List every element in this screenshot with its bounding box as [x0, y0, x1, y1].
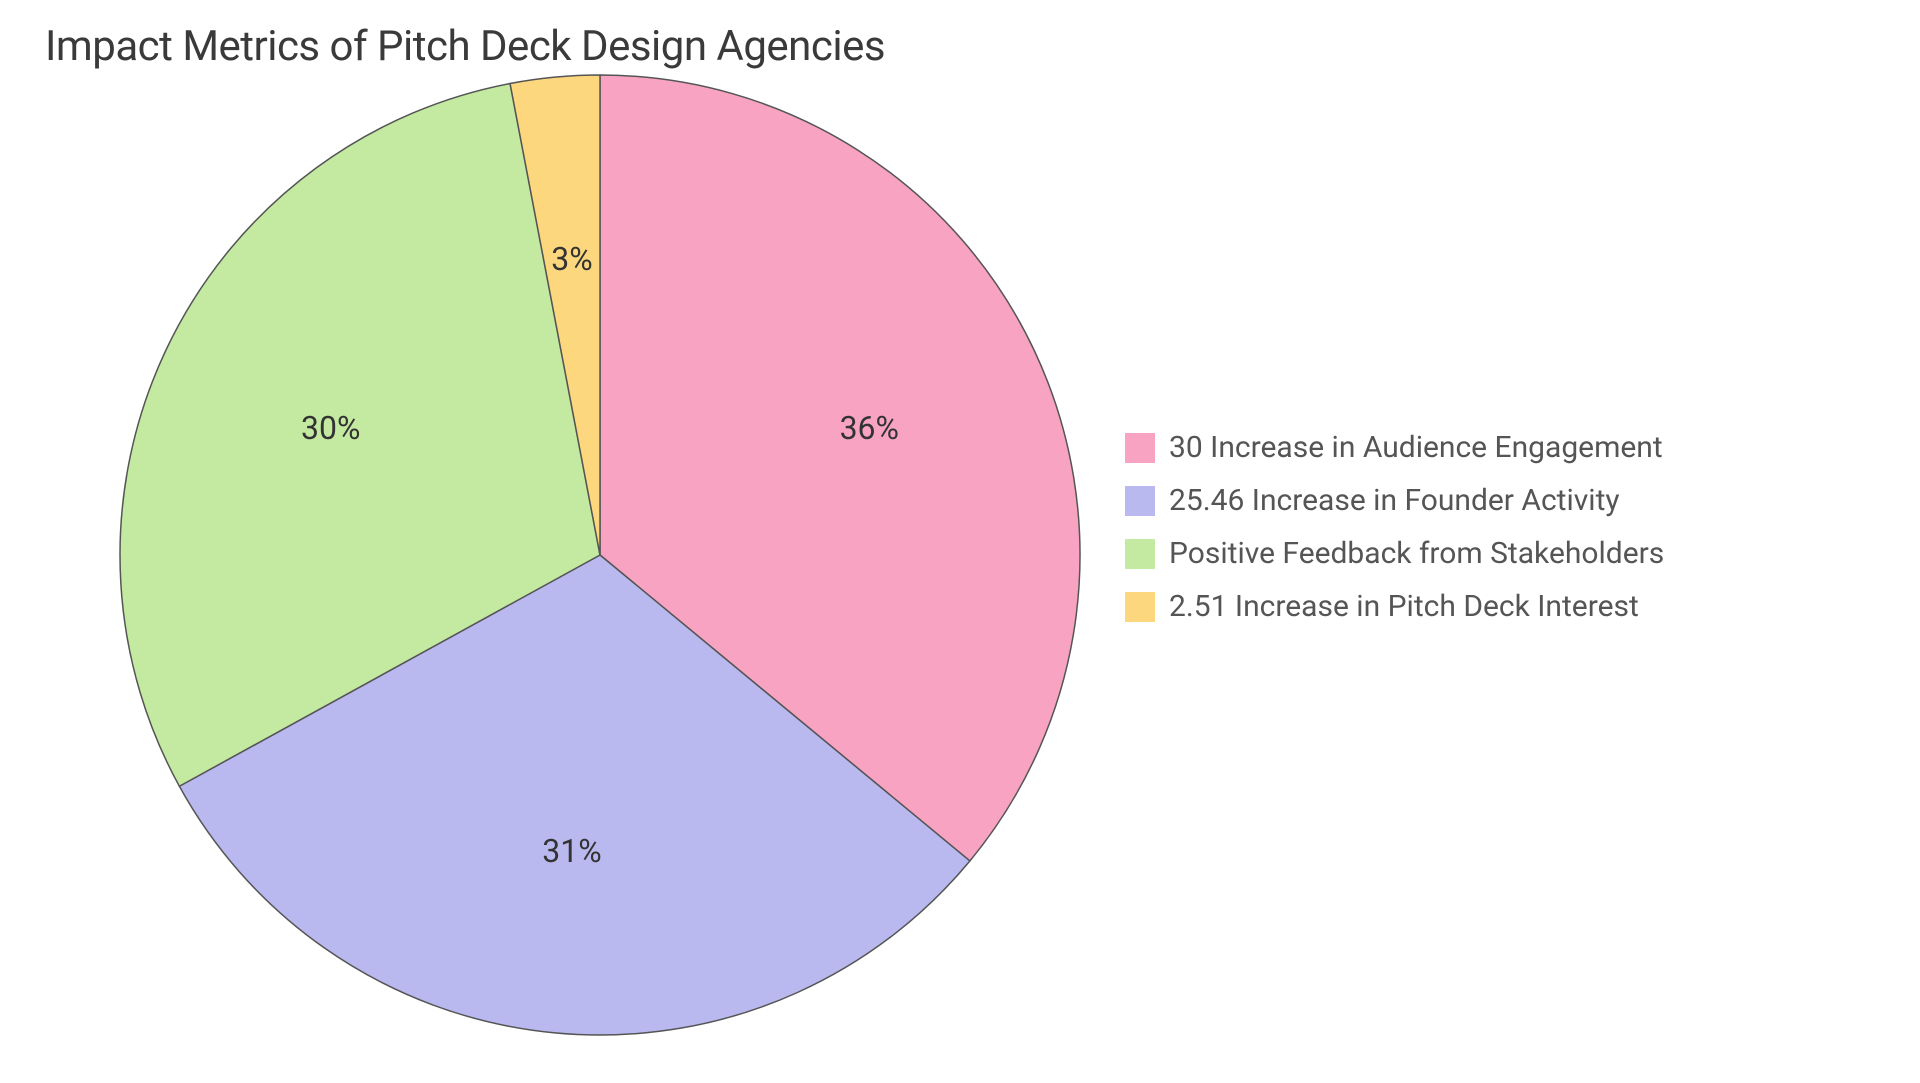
legend-item: 30 Increase in Audience Engagement — [1125, 430, 1664, 465]
slice-percent-label: 30% — [301, 409, 360, 447]
slice-percent-label: 3% — [551, 240, 592, 278]
slice-percent-label: 31% — [542, 832, 601, 870]
legend-swatch — [1125, 433, 1155, 463]
legend-item: Positive Feedback from Stakeholders — [1125, 536, 1664, 571]
legend-label: 30 Increase in Audience Engagement — [1169, 430, 1663, 465]
legend-swatch — [1125, 486, 1155, 516]
legend-item: 2.51 Increase in Pitch Deck Interest — [1125, 589, 1664, 624]
legend-swatch — [1125, 592, 1155, 622]
legend-label: 25.46 Increase in Founder Activity — [1169, 483, 1620, 518]
chart-legend: 30 Increase in Audience Engagement 25.46 … — [1125, 430, 1664, 624]
legend-label: 2.51 Increase in Pitch Deck Interest — [1169, 589, 1639, 624]
legend-swatch — [1125, 539, 1155, 569]
legend-label: Positive Feedback from Stakeholders — [1169, 536, 1664, 571]
slice-percent-label: 36% — [840, 409, 899, 447]
legend-item: 25.46 Increase in Founder Activity — [1125, 483, 1664, 518]
pie-chart — [100, 55, 1100, 1059]
